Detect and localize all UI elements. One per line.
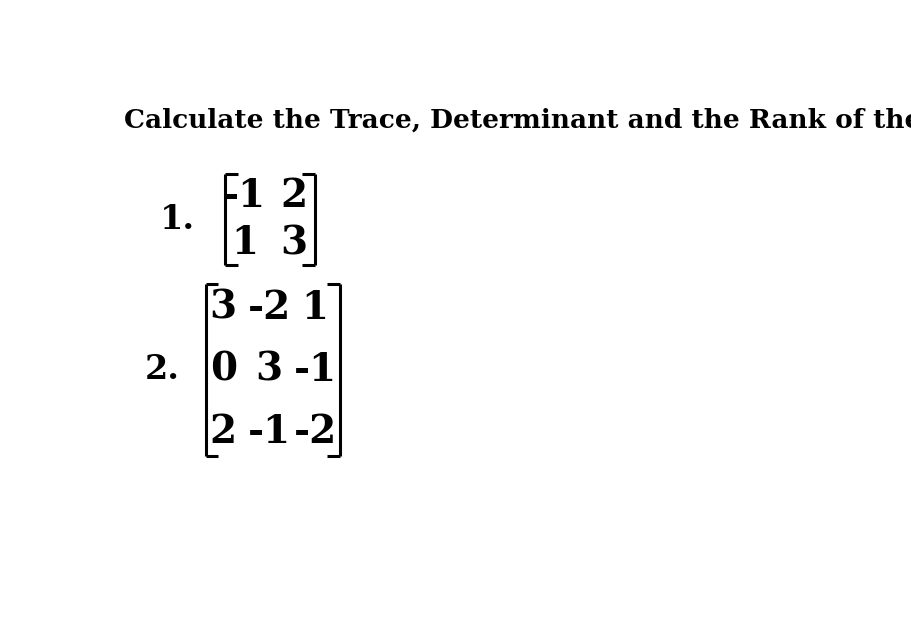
Text: 1: 1 [231, 225, 258, 262]
Text: -1: -1 [293, 351, 337, 389]
Text: 3: 3 [256, 351, 282, 389]
Text: 2: 2 [210, 413, 237, 451]
Text: 2.: 2. [145, 353, 179, 386]
Text: 1.: 1. [160, 203, 195, 236]
Text: 3: 3 [281, 225, 308, 262]
Text: -1: -1 [248, 413, 291, 451]
Text: Calculate the Trace, Determinant and the Rank of the following matrices.: Calculate the Trace, Determinant and the… [125, 108, 911, 132]
Text: -1: -1 [223, 177, 266, 215]
Text: -2: -2 [248, 289, 291, 327]
Text: 2: 2 [281, 177, 308, 215]
Text: 3: 3 [210, 289, 237, 327]
Text: 1: 1 [302, 289, 329, 327]
Text: 0: 0 [210, 351, 237, 389]
Text: -2: -2 [293, 413, 337, 451]
